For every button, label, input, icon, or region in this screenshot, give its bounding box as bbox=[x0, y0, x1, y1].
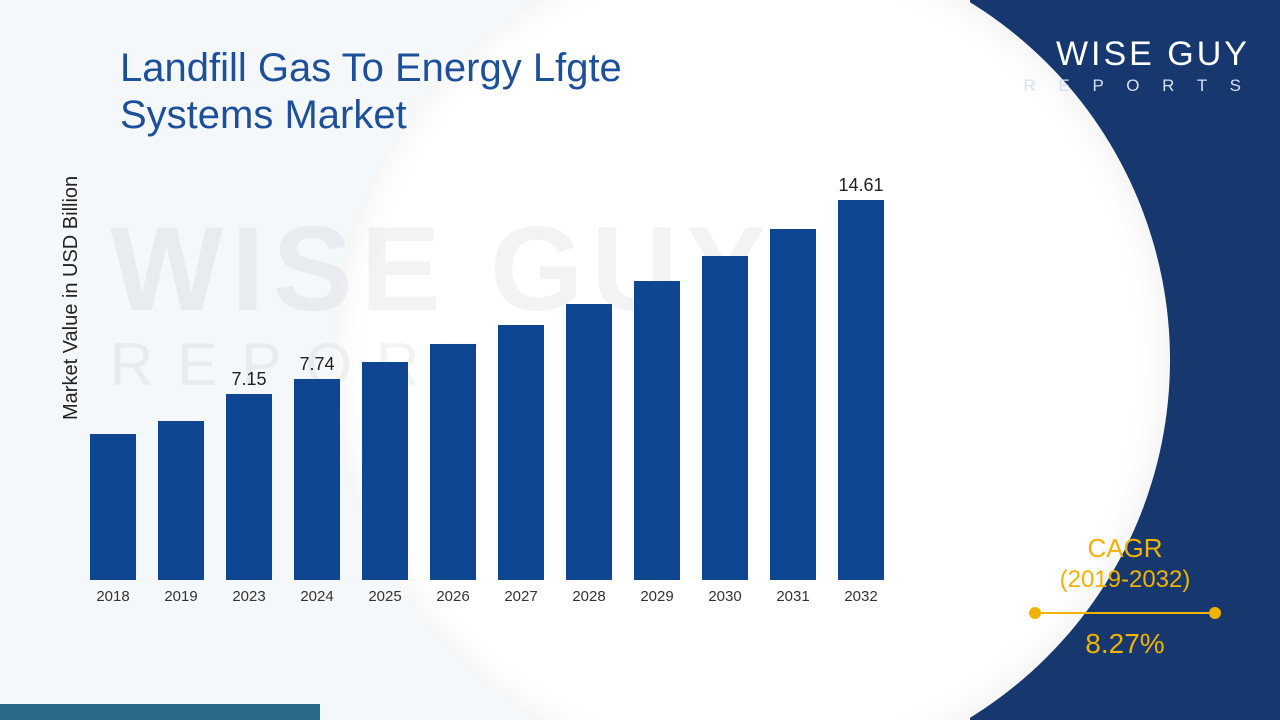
y-axis-label: Market Value in USD Billion bbox=[60, 176, 83, 420]
x-tick-label: 2019 bbox=[146, 588, 216, 605]
bar bbox=[634, 281, 680, 580]
x-tick-label: 2032 bbox=[826, 588, 896, 605]
bar bbox=[702, 256, 748, 580]
brand-sub: R E P O R T S bbox=[1023, 76, 1250, 96]
bar bbox=[362, 362, 408, 580]
bar bbox=[838, 200, 884, 580]
x-tick-label: 2025 bbox=[350, 588, 420, 605]
brand-logo: WISE GUY R E P O R T S bbox=[1023, 35, 1250, 96]
cagr-divider bbox=[1035, 612, 1215, 614]
bar-value-label: 7.15 bbox=[214, 369, 284, 390]
x-tick-label: 2026 bbox=[418, 588, 488, 605]
x-tick-label: 2030 bbox=[690, 588, 760, 605]
footer-accent-bar bbox=[0, 704, 320, 720]
cagr-title: CAGR bbox=[1010, 533, 1240, 564]
chart-title: Landfill Gas To Energy Lfgte Systems Mar… bbox=[120, 45, 770, 139]
x-tick-label: 2024 bbox=[282, 588, 352, 605]
x-tick-label: 2029 bbox=[622, 588, 692, 605]
bar bbox=[498, 325, 544, 580]
bar bbox=[770, 229, 816, 580]
bar-value-label: 14.61 bbox=[826, 175, 896, 196]
cagr-value: 8.27% bbox=[1010, 628, 1240, 660]
bar bbox=[158, 421, 204, 580]
bar bbox=[90, 434, 136, 580]
bar bbox=[226, 394, 272, 580]
x-tick-label: 2031 bbox=[758, 588, 828, 605]
bar-chart: 2018201920237.1520247.742025202620272028… bbox=[90, 190, 900, 610]
brand-name: WISE GUY bbox=[1023, 35, 1250, 74]
x-tick-label: 2018 bbox=[78, 588, 148, 605]
cagr-range: (2019-2032) bbox=[1010, 566, 1240, 594]
cagr-box: CAGR (2019-2032) 8.27% bbox=[1010, 533, 1240, 660]
x-tick-label: 2028 bbox=[554, 588, 624, 605]
stage: WISE GUY REPORTS Landfill Gas To Energy … bbox=[0, 0, 1280, 720]
bar bbox=[566, 304, 612, 580]
x-tick-label: 2027 bbox=[486, 588, 556, 605]
x-tick-label: 2023 bbox=[214, 588, 284, 605]
bar bbox=[430, 344, 476, 580]
bar-value-label: 7.74 bbox=[282, 354, 352, 375]
bar bbox=[294, 379, 340, 580]
